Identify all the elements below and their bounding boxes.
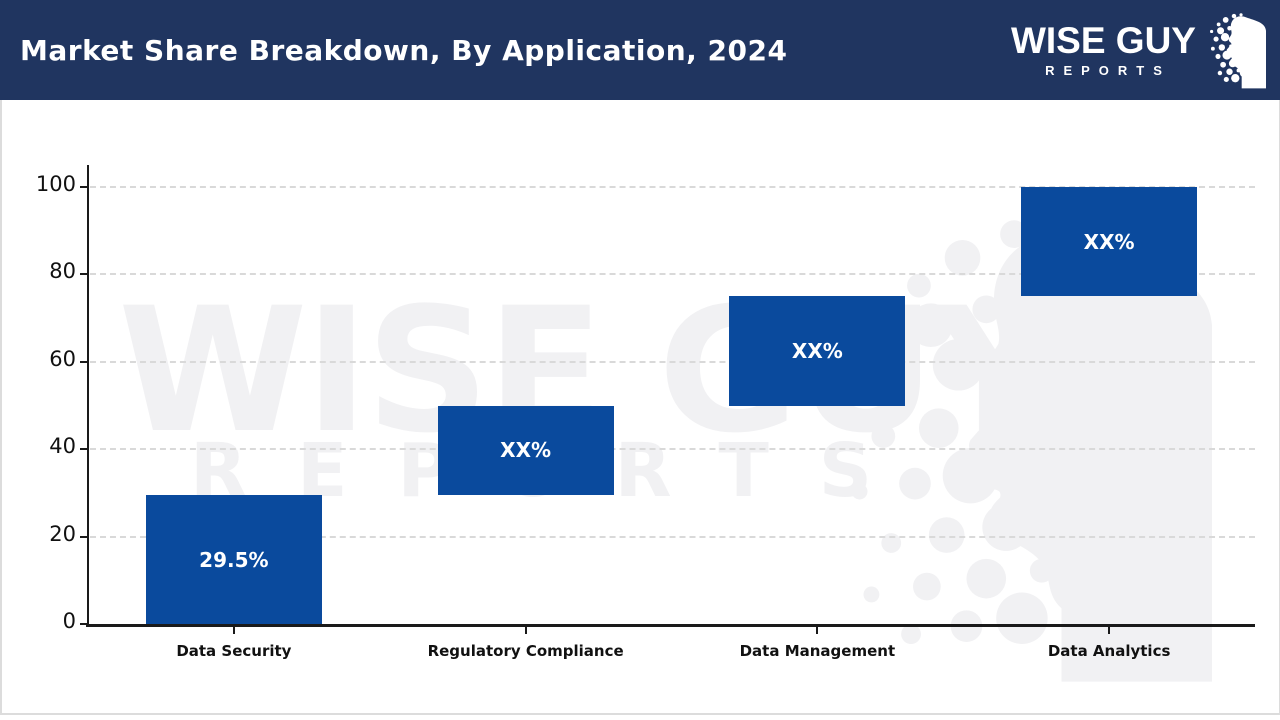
logo-text: WISE GUY REPORTS	[1010, 20, 1196, 79]
logo-face-icon	[1210, 13, 1266, 89]
gridline	[90, 448, 1255, 451]
logo-brand-sub: REPORTS	[1045, 63, 1171, 78]
y-tick-mark	[80, 448, 88, 451]
y-tick-mark	[80, 535, 88, 538]
bar-value-label: 29.5%	[199, 547, 269, 572]
x-category-label: Data Management	[739, 642, 896, 660]
y-axis-line	[87, 165, 89, 627]
bar: XX%	[437, 405, 614, 496]
bar-value-label: XX%	[791, 338, 843, 363]
y-tick-label: 40	[49, 434, 76, 459]
bar-value-label: XX%	[1083, 229, 1135, 254]
x-axis-line	[86, 624, 1255, 627]
y-tick-label: 0	[62, 609, 76, 633]
y-tick-label: 80	[49, 259, 76, 284]
y-tick-mark	[80, 623, 88, 625]
page-title: Market Share Breakdown, By Application, …	[20, 33, 788, 67]
y-tick-mark	[80, 273, 88, 276]
bar: 29.5%	[145, 495, 322, 624]
gridline	[90, 535, 1255, 538]
bar: XX%	[729, 296, 906, 406]
header: Market Share Breakdown, By Application, …	[0, 0, 1280, 100]
gridline	[90, 186, 1255, 188]
gridline	[90, 273, 1255, 276]
x-category-label: Data Security	[176, 642, 292, 660]
x-tick-mark	[524, 627, 527, 634]
y-tick-label: 20	[49, 521, 76, 546]
bar: XX%	[1021, 187, 1198, 297]
x-tick-mark	[1108, 627, 1111, 634]
wiseguy-logo: WISE GUY REPORTS	[1011, 7, 1266, 93]
bar-value-label: XX%	[500, 438, 552, 463]
y-tick-mark	[80, 186, 88, 188]
x-tick-mark	[232, 627, 235, 634]
logo-brand-name: WISE GUY	[1010, 20, 1196, 61]
y-tick-label: 60	[49, 346, 76, 371]
x-tick-mark	[816, 627, 819, 634]
x-category-label: Regulatory Compliance	[427, 642, 624, 660]
x-category-label: Data Analytics	[1047, 642, 1171, 660]
y-tick-label: 100	[35, 172, 76, 196]
y-tick-mark	[80, 360, 88, 363]
gridline	[90, 360, 1255, 363]
